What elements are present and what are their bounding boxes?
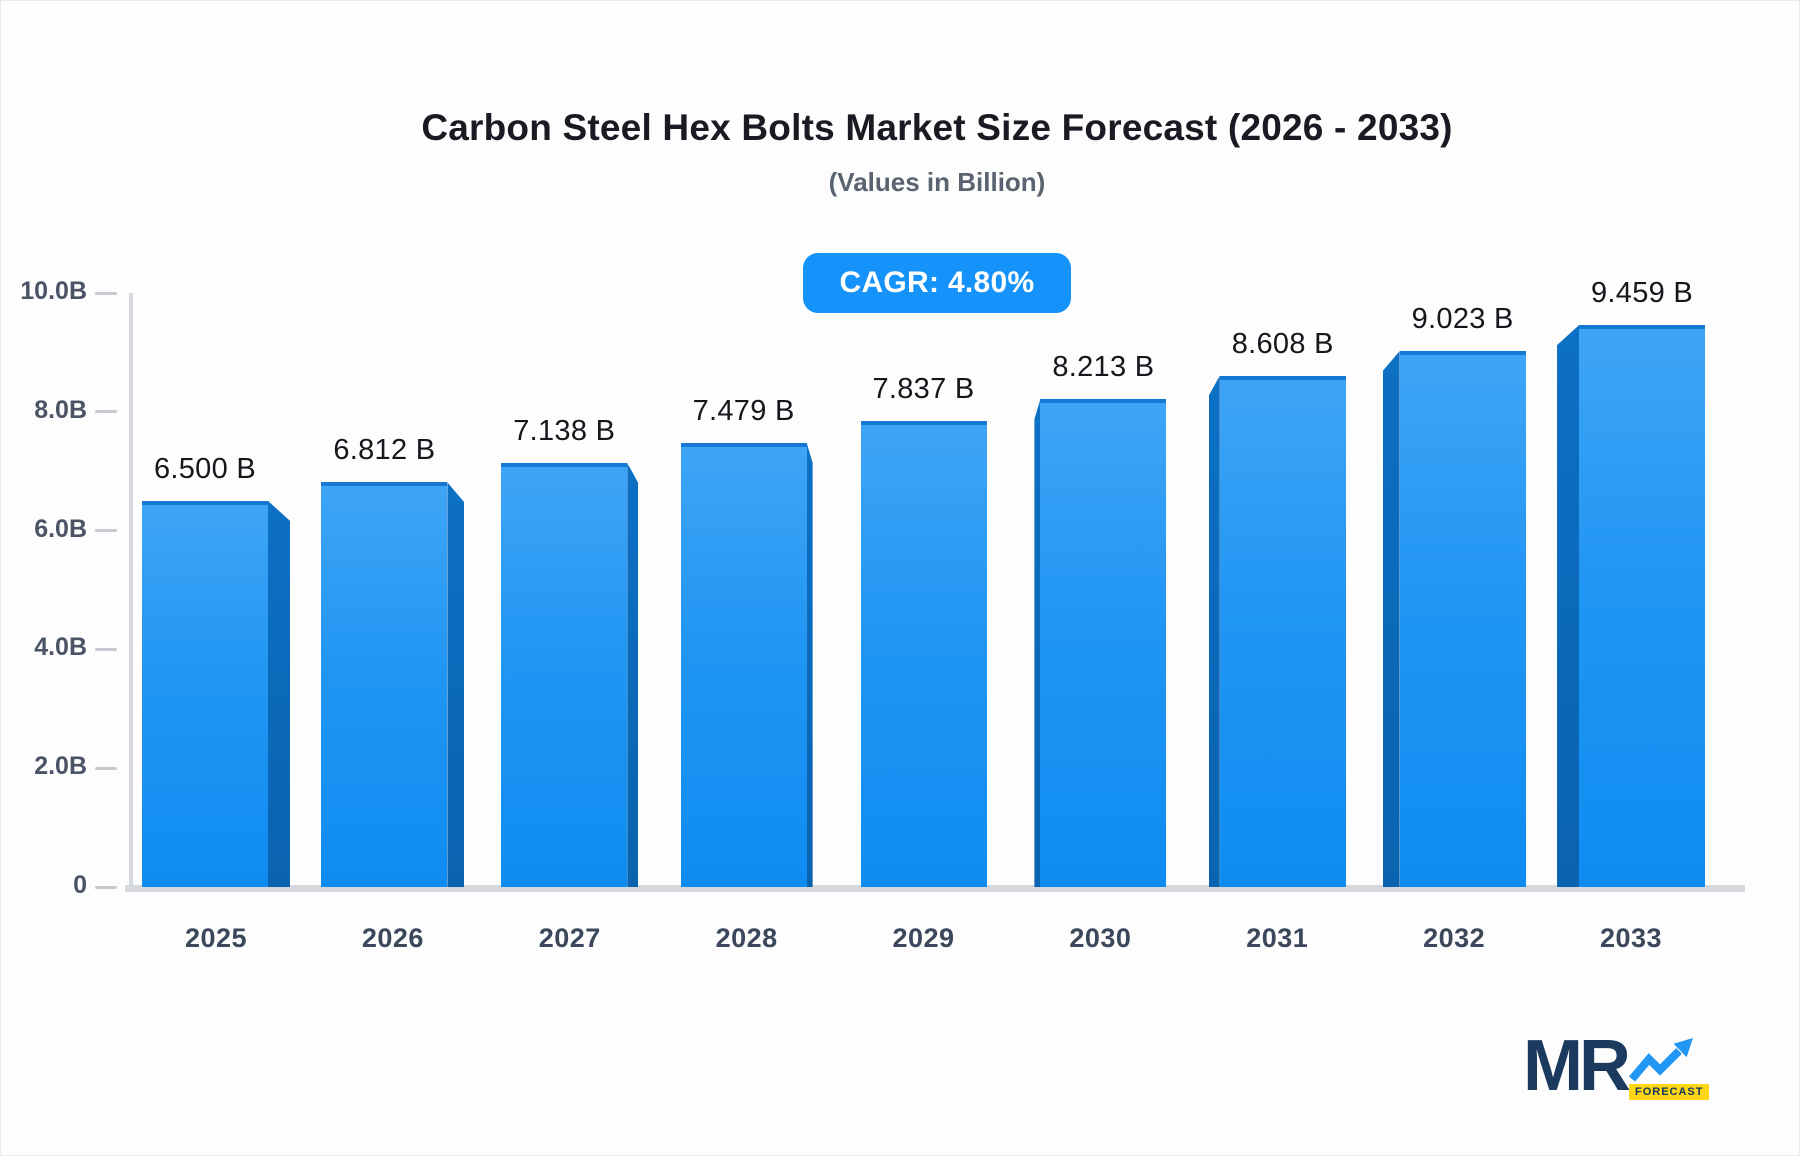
cagr-badge: CAGR: 4.80%: [803, 253, 1071, 313]
x-axis-label: 2027: [538, 923, 601, 953]
y-axis-tick: [95, 647, 117, 651]
bar-value-label: 7.479 B: [692, 394, 795, 427]
x-axis-label: 2025: [184, 923, 248, 953]
y-axis-tick: [95, 766, 117, 770]
logo-forecast-badge: FORECAST: [1628, 1084, 1710, 1100]
bar-side-face: [1557, 325, 1580, 887]
y-axis-label: 2.0B: [34, 752, 87, 781]
bar-value-label: 6.500 B: [153, 452, 257, 485]
bar-value-label: 7.837 B: [872, 373, 975, 406]
logo-right-block: FORECAST: [1628, 1037, 1710, 1100]
bar: [142, 500, 268, 887]
y-axis-tick: [95, 529, 117, 533]
y-axis-tick: [95, 885, 117, 889]
cagr-badge-container: CAGR: 4.80%: [131, 253, 1743, 313]
chart-title: Carbon Steel Hex Bolts Market Size Forec…: [421, 107, 1453, 148]
bar: [1579, 325, 1706, 887]
y-axis-tick: [95, 410, 117, 414]
bar-side-face: [447, 482, 465, 887]
bar: [1399, 351, 1526, 887]
logo-mr-text: MR: [1523, 1026, 1631, 1106]
x-axis-floor: [125, 885, 1745, 892]
y-axis-label: 8.0B: [34, 395, 87, 424]
bar: [680, 442, 807, 887]
y-axis-line: [129, 293, 133, 892]
bar: [501, 463, 628, 887]
trend-arrow-icon: [1628, 1038, 1693, 1082]
x-axis-label: 2029: [892, 923, 955, 953]
x-axis-label: 2028: [715, 923, 778, 953]
bar-value-label: 8.608 B: [1231, 327, 1334, 360]
x-axis-label: 2032: [1423, 923, 1486, 953]
bar: [1219, 375, 1346, 887]
y-axis-tick: [95, 291, 117, 295]
bar-value-label: 9.459 B: [1590, 277, 1694, 310]
mr-forecast-logo: MR FORECAST: [1523, 1026, 1710, 1106]
bar-side-face: [1208, 375, 1220, 887]
bar-value-label: 6.812 B: [333, 434, 436, 467]
y-axis-label: 4.0B: [34, 633, 87, 662]
chart-subtitle: (Values in Billion): [828, 167, 1046, 197]
bar: [1040, 399, 1167, 887]
x-axis-label: 2030: [1069, 923, 1132, 953]
y-axis-label: 10.0B: [20, 277, 87, 305]
bar-value-label: 9.023 B: [1411, 303, 1514, 336]
bar-side-face: [1034, 399, 1041, 887]
bar-value-label: 7.138 B: [513, 415, 616, 447]
bar: [321, 482, 448, 887]
bar-side-face: [1382, 351, 1400, 887]
bar-value-label: 8.213 B: [1052, 351, 1155, 384]
x-axis-label: 2033: [1599, 923, 1663, 953]
x-axis-label: 2031: [1246, 923, 1309, 953]
y-axis-label: 6.0B: [34, 514, 87, 543]
y-axis-label: 0: [73, 871, 87, 899]
bar-side-face: [627, 463, 639, 887]
bar-side-face: [268, 500, 290, 887]
bar: [860, 421, 987, 887]
x-axis-label: 2026: [361, 923, 424, 953]
bar-side-face: [806, 442, 813, 887]
